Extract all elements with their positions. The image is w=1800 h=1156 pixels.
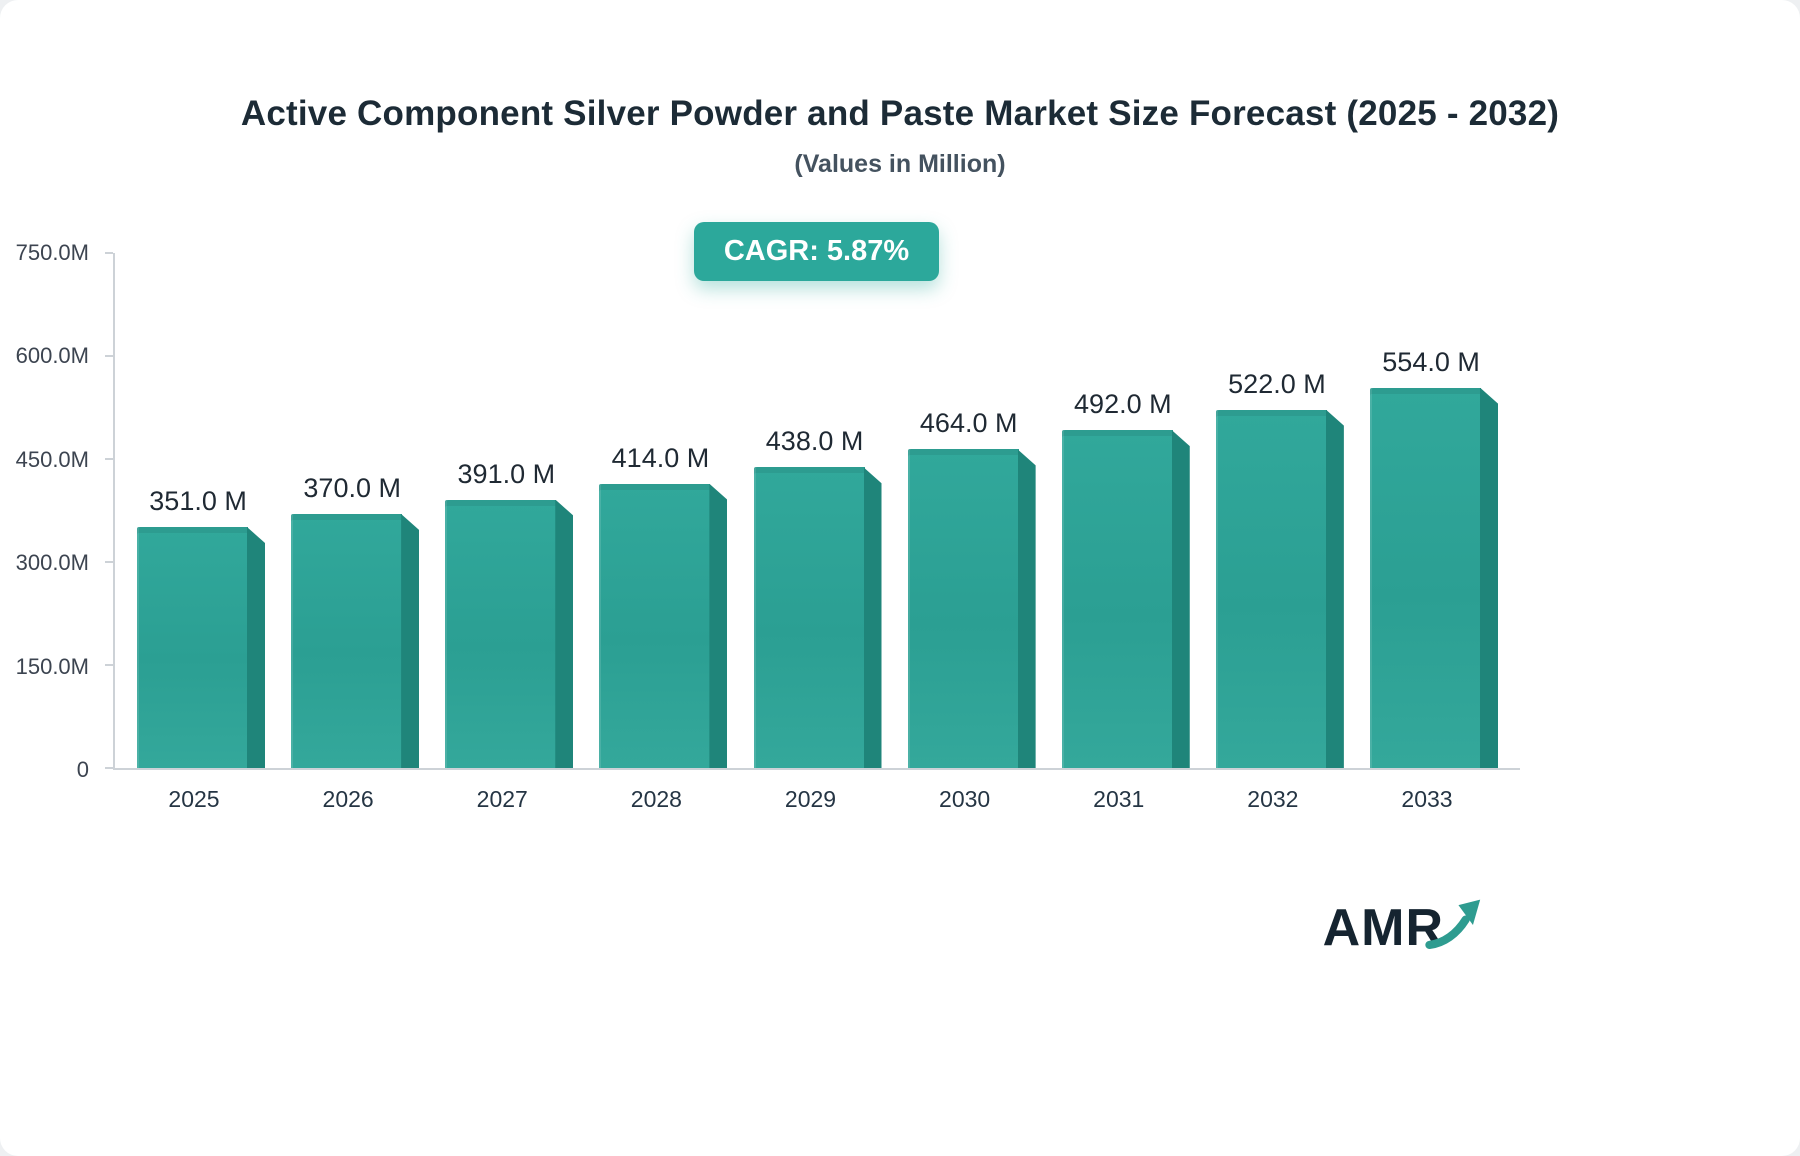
y-tick-label: 600.0M: [15, 343, 89, 369]
bar-group: 351.0 M 2025: [137, 253, 265, 812]
y-tick-label: 0: [76, 757, 89, 782]
y-tick-mark: [105, 252, 113, 254]
amr-logo: AMR: [1323, 898, 1482, 958]
chart-area: 0 150.0M 300.0M 450.0M 600.0M 750.0M 351.0 M 2…: [16, 240, 1520, 812]
growth-arrow-icon: [1425, 899, 1481, 950]
bar-group: 464.0 M 2030: [907, 253, 1036, 812]
badge-row: CAGR: 5.87%: [113, 222, 1520, 281]
bar-side-face: [1017, 449, 1036, 768]
y-tick-label: 750.0M: [15, 240, 89, 265]
bar-group: 522.0 M 2032: [1215, 253, 1344, 812]
bar-front-face: [1061, 430, 1173, 768]
bar-side-face: [1325, 409, 1344, 768]
bar-side-face: [863, 467, 882, 768]
bar-front-face: [291, 513, 403, 768]
bar-group: 438.0 M 2029: [753, 253, 882, 812]
y-tick-mark: [105, 458, 113, 460]
bar-group: 414.0 M 2028: [599, 253, 728, 812]
bar-side-face: [1480, 387, 1498, 768]
bar: 351.0 M: [137, 486, 265, 768]
bar-side-face: [709, 483, 728, 768]
x-tick-label: 2027: [476, 786, 528, 812]
bar: 492.0 M: [1061, 389, 1190, 768]
bar-value-label: 351.0 M: [149, 485, 247, 516]
bar-group: 391.0 M 2027: [445, 253, 574, 812]
y-tick-mark: [105, 355, 113, 357]
x-tick-label: 2033: [1401, 786, 1453, 812]
bar-value-label: 522.0 M: [1228, 368, 1326, 399]
x-tick-label: 2032: [1247, 786, 1299, 812]
x-tick-label: 2026: [322, 786, 374, 812]
x-tick-label: 2025: [168, 786, 220, 812]
bar: 370.0 M: [291, 473, 420, 768]
y-tick-label: 450.0M: [15, 446, 89, 472]
bar-side-face: [1171, 430, 1190, 768]
x-tick-label: 2028: [630, 786, 682, 812]
bar-group: 554.0 M 2033: [1370, 253, 1498, 812]
bar: 414.0 M: [599, 443, 728, 768]
bar-value-label: 438.0 M: [765, 426, 864, 457]
bar-group: 370.0 M 2026: [291, 253, 420, 812]
bar: 522.0 M: [1215, 369, 1344, 768]
x-tick-label: 2031: [1093, 786, 1145, 812]
y-tick-mark: [105, 767, 113, 769]
bar-value-label: 492.0 M: [1074, 389, 1172, 420]
y-axis: 0 150.0M 300.0M 450.0M 600.0M 750.0M: [1, 240, 101, 782]
bar-front-face: [445, 499, 557, 768]
bar-front-face: [137, 526, 248, 768]
bar-group: 492.0 M 2031: [1061, 253, 1190, 812]
bar-value-label: 370.0 M: [303, 472, 401, 503]
chart-title: Active Component Silver Powder and Paste…: [240, 94, 1560, 133]
chart-subtitle: (Values in Million): [794, 150, 1006, 178]
y-tick-mark: [105, 561, 113, 563]
bar-side-face: [555, 499, 574, 768]
y-tick-mark: [105, 664, 113, 666]
y-tick-label: 300.0M: [15, 550, 89, 576]
plot-area: 351.0 M 2025 370.0 M 2026 391.0 M 2027 414.0 M…: [105, 252, 1520, 812]
x-tick-label: 2030: [939, 786, 991, 812]
bar-front-face: [1370, 387, 1481, 768]
y-tick-label: 150.0M: [15, 653, 89, 679]
bar-value-label: 464.0 M: [919, 408, 1018, 439]
bar-side-face: [401, 513, 420, 768]
bar-value-label: 554.0 M: [1382, 346, 1480, 377]
bar: 438.0 M: [753, 426, 882, 768]
bar-front-face: [907, 449, 1019, 768]
bar: 391.0 M: [445, 459, 574, 768]
bar-value-label: 391.0 M: [457, 458, 556, 489]
bar-front-face: [599, 483, 711, 768]
cagr-badge: CAGR: 5.87%: [693, 222, 940, 281]
bar: 464.0 M: [907, 408, 1036, 768]
bar-front-face: [753, 467, 865, 768]
amr-logo-text: AMR: [1322, 899, 1444, 957]
bar-value-label: 414.0 M: [611, 442, 710, 473]
x-tick-label: 2029: [784, 786, 837, 812]
bar: 554.0 M: [1370, 347, 1498, 768]
bar-front-face: [1215, 409, 1327, 768]
bar-side-face: [247, 526, 265, 768]
